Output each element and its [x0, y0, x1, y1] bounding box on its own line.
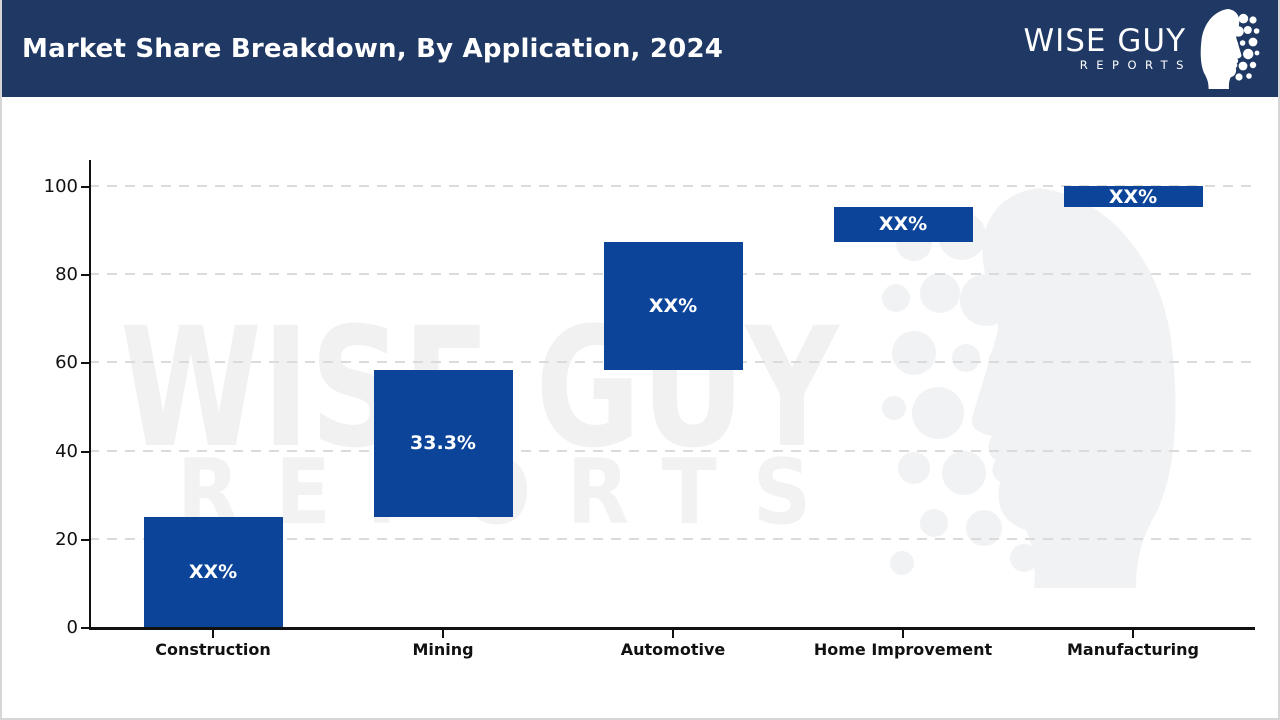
y-tick-100 — [81, 186, 89, 188]
bar-value-label: XX% — [648, 294, 698, 317]
bar-manufacturing: XX% — [1063, 185, 1203, 208]
y-tick-20 — [81, 538, 89, 541]
x-tick-3 — [672, 630, 674, 638]
bar-mining: 33.3% — [373, 369, 513, 517]
y-tick-80 — [81, 274, 89, 277]
x-category-label: Construction — [155, 640, 271, 659]
bar-value-label: 33.3% — [410, 432, 476, 455]
y-tick-label-60: 60 — [55, 352, 78, 374]
x-tick-1 — [212, 630, 214, 638]
wiseguy-logo: WISE GUY REPORTS — [1023, 5, 1268, 93]
y-tick-60 — [81, 362, 89, 365]
logo-subtitle: REPORTS — [1079, 58, 1192, 73]
x-tick-2 — [442, 630, 444, 638]
y-tick-label-40: 40 — [55, 440, 78, 462]
header: Market Share Breakdown, By Application, … — [2, 0, 1278, 97]
x-tick-4 — [902, 630, 904, 638]
bar-automotive: XX% — [603, 241, 743, 370]
bar-home-improvement: XX% — [833, 207, 973, 242]
y-tick-label-20: 20 — [55, 528, 78, 550]
x-category-label: Home Improvement — [813, 640, 993, 659]
x-category-label: Mining — [412, 640, 474, 659]
y-tick-40 — [81, 450, 89, 453]
y-axis-line — [89, 160, 91, 630]
gridline-y100 — [89, 185, 1258, 187]
y-tick-label-100: 100 — [43, 176, 78, 197]
x-category-label: Automotive — [620, 640, 726, 659]
y-tick-0 — [81, 627, 89, 629]
x-category-label: Manufacturing — [1067, 640, 1199, 659]
gridline-y20 — [89, 537, 1258, 540]
x-axis-line — [89, 627, 1255, 630]
logo-text: WISE GUY REPORTS — [1023, 25, 1186, 73]
logo-wordmark: WISE GUY — [1023, 22, 1186, 59]
bar-value-label: XX% — [188, 560, 238, 583]
x-tick-5 — [1132, 630, 1134, 638]
page-title: Market Share Breakdown, By Application, … — [22, 33, 724, 64]
y-tick-label-80: 80 — [55, 264, 78, 286]
bar-construction: XX% — [143, 516, 283, 627]
bar-value-label: XX% — [1108, 185, 1158, 208]
bar-value-label: XX% — [878, 213, 928, 236]
gridline-y40 — [89, 449, 1258, 452]
dotted-head-profile-icon — [1190, 5, 1268, 93]
y-tick-label-0: 0 — [66, 617, 78, 638]
